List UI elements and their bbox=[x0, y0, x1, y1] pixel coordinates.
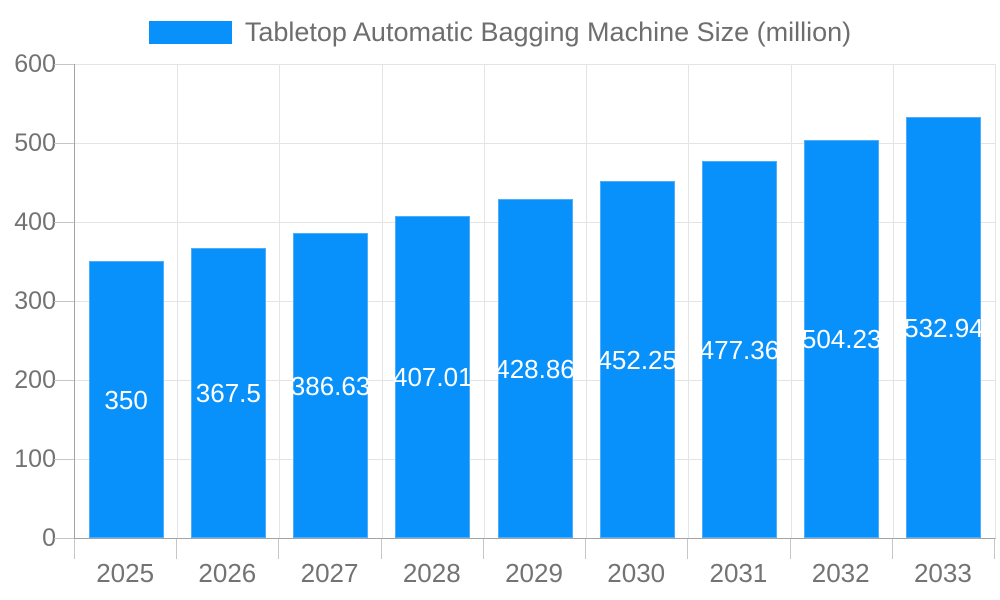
y-tick-label: 500 bbox=[14, 129, 56, 157]
x-tick-label: 2027 bbox=[300, 558, 359, 588]
bar-2027[interactable]: 386.63 bbox=[290, 233, 371, 538]
y-tick-mark bbox=[54, 380, 74, 381]
bar-2031[interactable]: 477.36 bbox=[699, 161, 780, 538]
y-tick-mark bbox=[54, 143, 74, 144]
bar-value-label: 386.63 bbox=[290, 370, 371, 401]
y-tick-mark bbox=[54, 301, 74, 302]
x-tick-label: 2028 bbox=[402, 558, 461, 588]
y-tick-mark bbox=[54, 222, 74, 223]
gridline-vertical bbox=[279, 64, 281, 538]
y-tick-label: 0 bbox=[42, 524, 56, 552]
bar-value-label: 532.94 bbox=[904, 312, 984, 343]
bar-value-label: 407.01 bbox=[393, 362, 473, 392]
x-tick-mark bbox=[687, 539, 689, 559]
gridline-vertical bbox=[381, 64, 383, 538]
x-tick-label: 2032 bbox=[811, 558, 870, 588]
bar-value-label: 504.23 bbox=[801, 324, 882, 354]
y-tick-label: 400 bbox=[14, 208, 56, 236]
bar-2025[interactable]: 350 bbox=[88, 261, 164, 538]
legend[interactable]: Tabletop Automatic Bagging Machine Size … bbox=[0, 17, 1000, 47]
plot-area: 350 367.5 386.63 407.01 428.86 452.25 477.36 50… bbox=[74, 64, 996, 539]
y-tick-mark bbox=[54, 538, 74, 539]
gridline-vertical bbox=[688, 64, 690, 538]
legend-label[interactable]: Tabletop Automatic Bagging Machine Size … bbox=[244, 17, 852, 47]
x-tick-label: 2025 bbox=[96, 558, 155, 588]
y-tick-label: 600 bbox=[14, 50, 56, 78]
bar-value-label: 477.36 bbox=[699, 334, 780, 365]
bar-value-label: 452.25 bbox=[597, 344, 677, 375]
x-tick-label: 2026 bbox=[198, 558, 257, 588]
x-tick-label: 2033 bbox=[913, 558, 972, 588]
bar-value-label: 350 bbox=[104, 384, 148, 415]
bar-2030[interactable]: 452.25 bbox=[597, 181, 677, 538]
x-tick-label: 2030 bbox=[607, 558, 666, 588]
x-tick-mark bbox=[482, 539, 484, 559]
y-tick-label: 200 bbox=[14, 366, 56, 394]
legend-swatch[interactable] bbox=[148, 20, 232, 44]
gridline-vertical bbox=[892, 64, 894, 538]
gridline-horizontal bbox=[75, 64, 995, 65]
y-tick-mark bbox=[54, 459, 74, 460]
x-tick-mark bbox=[994, 539, 995, 559]
x-tick-mark bbox=[278, 539, 280, 559]
bar-2028[interactable]: 407.01 bbox=[393, 216, 473, 538]
bar-2033[interactable]: 532.94 bbox=[904, 117, 984, 538]
x-tick-mark bbox=[789, 539, 791, 559]
gridline-vertical bbox=[586, 64, 588, 538]
gridline-horizontal bbox=[75, 143, 995, 144]
x-tick-mark bbox=[585, 539, 587, 559]
gridline-vertical bbox=[790, 64, 792, 538]
gridline-vertical bbox=[483, 64, 485, 538]
x-tick-mark bbox=[380, 539, 382, 559]
y-tick-label: 100 bbox=[14, 445, 56, 473]
bar-2026[interactable]: 367.5 bbox=[190, 248, 266, 538]
x-tick-mark bbox=[891, 539, 893, 559]
x-tick-label: 2029 bbox=[505, 558, 563, 588]
x-tick-mark bbox=[176, 539, 178, 559]
bar-2032[interactable]: 504.23 bbox=[801, 140, 882, 538]
bar-value-label: 428.86 bbox=[495, 353, 575, 384]
y-tick-mark bbox=[54, 64, 74, 65]
y-tick-label: 300 bbox=[14, 287, 56, 315]
bar-2029[interactable]: 428.86 bbox=[495, 199, 575, 538]
gridline-vertical bbox=[177, 64, 179, 538]
x-tick-label: 2031 bbox=[709, 558, 768, 588]
bar-value-label: 367.5 bbox=[195, 378, 261, 408]
x-tick-mark bbox=[74, 539, 75, 559]
